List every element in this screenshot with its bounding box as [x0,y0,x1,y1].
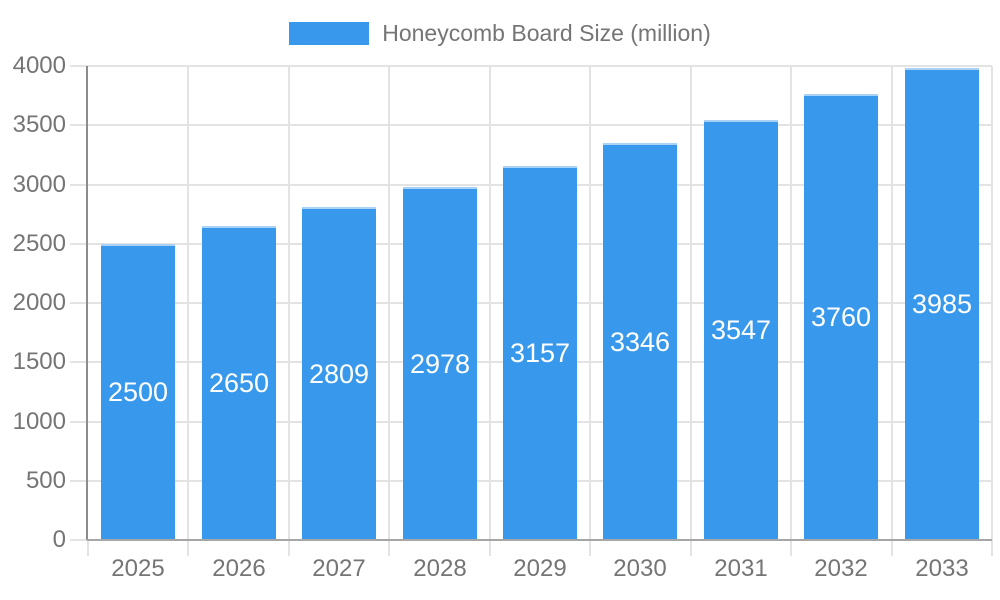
y-tick-label: 3500 [12,111,66,138]
x-axis-tick [288,540,290,556]
x-axis-line [87,539,992,541]
x-axis-tick [87,540,89,556]
x-axis-tick [891,540,893,556]
bar [403,187,477,540]
x-axis-tick [589,540,591,556]
y-tick-label: 3000 [12,171,66,198]
y-tick-label: 500 [25,467,66,494]
bar [603,143,677,540]
x-tick-label: 2030 [613,555,667,582]
y-tick-label: 2000 [12,289,66,316]
gridline-vertical [288,66,290,540]
y-tick-label: 1500 [12,348,66,375]
bar-value-label: 2650 [208,368,270,398]
x-tick-label: 2028 [413,555,467,582]
bar [302,207,376,540]
bar-value-label: 3985 [911,289,973,319]
x-tick-label: 2033 [915,555,969,582]
gridline-vertical [690,66,692,540]
x-tick-label: 2031 [714,555,768,582]
gridline-vertical [589,66,591,540]
bar [704,120,778,540]
bar-value-label: 3760 [810,302,872,332]
gridline-vertical [891,66,893,540]
x-tick-label: 2027 [312,555,366,582]
bar-value-label: 2809 [308,359,370,389]
bar-value-label: 3547 [710,315,772,345]
gridline-horizontal [70,124,992,126]
legend[interactable]: Honeycomb Board Size (million) [0,20,1000,46]
gridline-vertical [790,66,792,540]
gridline-vertical [187,66,189,540]
bar-value-label: 2500 [107,377,169,407]
y-axis-tick [70,539,88,541]
x-axis-tick [991,540,993,556]
x-axis-tick [187,540,189,556]
bar [503,166,577,540]
gridline-vertical [489,66,491,540]
bar-value-label: 3346 [609,327,671,357]
x-axis-tick [690,540,692,556]
y-tick-label: 2500 [12,230,66,257]
y-tick-label: 1000 [12,408,66,435]
bar [202,226,276,540]
bar [804,94,878,540]
x-tick-label: 2029 [513,555,567,582]
legend-swatch-icon [289,22,370,45]
x-tick-label: 2032 [814,555,868,582]
bar-value-label: 3157 [509,338,571,368]
bar [101,244,175,540]
y-tick-label: 4000 [12,52,66,79]
x-axis-tick [388,540,390,556]
legend-label: Honeycomb Board Size (million) [382,20,711,46]
gridline-vertical [991,66,993,540]
x-axis-tick [489,540,491,556]
bar-value-label: 2978 [409,349,471,379]
gridline-horizontal [70,65,992,67]
gridline-vertical [388,66,390,540]
y-tick-label: 0 [52,526,66,553]
x-tick-label: 2026 [212,555,266,582]
bar [905,68,979,540]
x-axis-tick [790,540,792,556]
x-tick-label: 2025 [111,555,165,582]
y-axis-line [86,66,88,540]
